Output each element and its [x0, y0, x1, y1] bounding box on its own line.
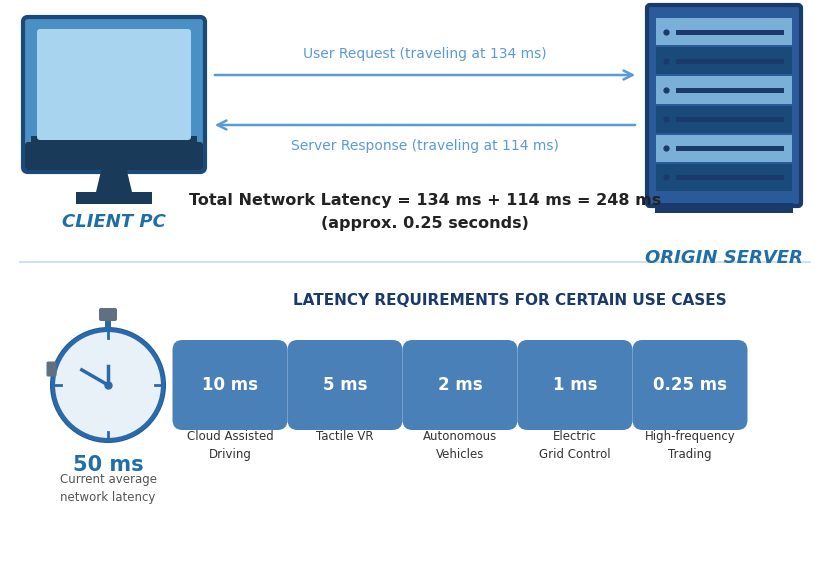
FancyBboxPatch shape [37, 29, 191, 140]
Text: 2 ms: 2 ms [437, 376, 482, 394]
Bar [105, 317, 111, 329]
Bar [676, 117, 784, 122]
Circle shape [53, 330, 163, 440]
Text: (approx. 0.25 seconds): (approx. 0.25 seconds) [321, 215, 529, 231]
Bar [76, 192, 152, 204]
Text: Current average
network latency: Current average network latency [60, 472, 157, 504]
Text: Electric
Grid Control: Electric Grid Control [540, 430, 611, 461]
Bar [656, 76, 792, 103]
Text: ORIGIN SERVER: ORIGIN SERVER [645, 249, 803, 267]
FancyBboxPatch shape [46, 361, 56, 376]
FancyBboxPatch shape [647, 5, 801, 206]
Bar [655, 203, 793, 213]
Text: Tactile VR: Tactile VR [316, 430, 374, 443]
Bar [656, 164, 792, 191]
Bar [656, 135, 792, 162]
FancyBboxPatch shape [173, 340, 287, 430]
Bar [656, 47, 792, 75]
Bar [676, 146, 784, 151]
Text: Autonomous
Vehicles: Autonomous Vehicles [422, 430, 497, 461]
FancyBboxPatch shape [632, 340, 748, 430]
Text: Server Response (traveling at 114 ms): Server Response (traveling at 114 ms) [291, 139, 559, 153]
FancyBboxPatch shape [25, 142, 203, 170]
FancyBboxPatch shape [517, 340, 632, 430]
Text: LATENCY REQUIREMENTS FOR CERTAIN USE CASES: LATENCY REQUIREMENTS FOR CERTAIN USE CAS… [293, 292, 727, 307]
Text: CLIENT PC: CLIENT PC [62, 213, 166, 231]
Text: 5 ms: 5 ms [323, 376, 367, 394]
Bar [656, 18, 792, 45]
FancyBboxPatch shape [99, 308, 117, 321]
FancyBboxPatch shape [287, 340, 403, 430]
Text: 50 ms: 50 ms [73, 455, 144, 475]
Text: 1 ms: 1 ms [553, 376, 598, 394]
Bar [31, 136, 197, 147]
Bar [676, 176, 784, 181]
Text: High-frequency
Trading: High-frequency Trading [645, 430, 735, 461]
Text: Cloud Assisted
Driving: Cloud Assisted Driving [187, 430, 273, 461]
Bar [656, 105, 792, 132]
Bar [676, 59, 784, 64]
FancyBboxPatch shape [23, 17, 205, 172]
Text: Total Network Latency = 134 ms + 114 ms = 248 ms: Total Network Latency = 134 ms + 114 ms … [189, 192, 662, 208]
Text: 0.25 ms: 0.25 ms [653, 376, 727, 394]
Bar [676, 30, 784, 35]
Polygon shape [96, 167, 132, 192]
Circle shape [50, 327, 166, 443]
Bar [676, 88, 784, 93]
FancyBboxPatch shape [403, 340, 517, 430]
Text: 10 ms: 10 ms [202, 376, 258, 394]
Text: User Request (traveling at 134 ms): User Request (traveling at 134 ms) [303, 47, 547, 61]
